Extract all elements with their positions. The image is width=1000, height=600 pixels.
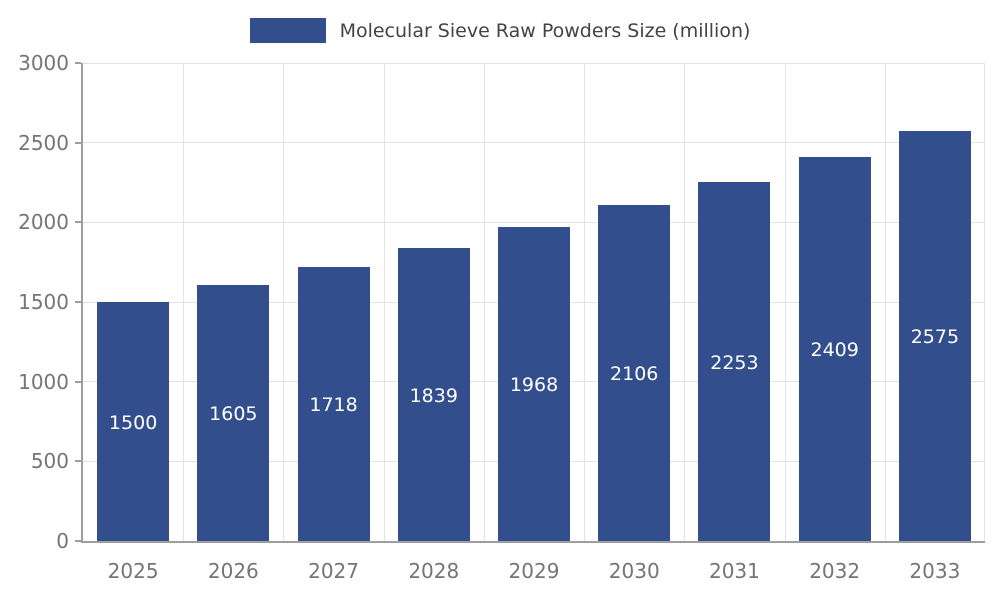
bar-value-label: 2253 (710, 351, 759, 374)
bar: 1968 (498, 227, 570, 541)
bar-value-label: 1500 (108, 411, 158, 434)
y-tick-mark (75, 221, 81, 224)
bar-value-label: 1839 (409, 384, 458, 407)
bar: 1605 (197, 285, 270, 541)
x-tick-label: 2025 (107, 559, 159, 583)
gridline-vertical (583, 63, 585, 541)
y-tick-label: 1000 (18, 369, 69, 394)
bar-value-label: 1718 (309, 394, 358, 417)
bar-value-label: 2409 (810, 339, 859, 362)
y-tick-label: 0 (56, 529, 69, 553)
bar-value-label: 2106 (610, 363, 659, 386)
y-tick-label: 500 (30, 449, 69, 474)
gridline-vertical (282, 63, 284, 541)
bar: 1718 (297, 267, 370, 541)
bar: 1839 (397, 248, 470, 541)
gridline-horizontal (83, 221, 985, 223)
gridline-vertical (784, 63, 786, 541)
y-tick-label: 2000 (18, 210, 69, 235)
bar-value-label: 1605 (209, 403, 258, 426)
y-tick-mark (75, 460, 81, 463)
legend-swatch (249, 18, 326, 43)
gridline-horizontal (83, 62, 985, 64)
legend-label: Molecular Sieve Raw Powders Size (millio… (339, 19, 751, 42)
y-tick-label: 3000 (18, 51, 69, 75)
bar-value-label: 2575 (910, 325, 960, 348)
x-axis-line (81, 541, 985, 543)
y-tick-label: 2500 (18, 130, 69, 155)
bar-value-label: 1968 (509, 374, 559, 397)
y-tick-mark (75, 141, 81, 144)
x-tick-label: 2031 (708, 559, 760, 583)
bar: 2575 (898, 130, 971, 541)
x-tick-label: 2033 (909, 559, 961, 583)
y-tick-mark (75, 301, 81, 303)
bar: 1500 (97, 302, 170, 541)
gridline-vertical (383, 63, 385, 541)
y-tick-mark (75, 540, 81, 542)
y-tick-mark (75, 62, 81, 64)
y-tick-mark (75, 380, 81, 383)
y-tick-label: 1500 (18, 290, 69, 314)
x-tick-label: 2029 (508, 559, 560, 583)
bar: 2409 (798, 157, 871, 541)
gridline-vertical (483, 63, 485, 541)
x-tick-label: 2028 (408, 559, 460, 583)
chart-legend: Molecular Sieve Raw Powders Size (millio… (0, 18, 1000, 43)
y-axis-line (81, 63, 83, 541)
x-tick-label: 2032 (809, 559, 861, 583)
x-tick-label: 2030 (608, 559, 660, 583)
x-tick-label: 2027 (308, 559, 359, 583)
gridline-vertical (683, 63, 685, 541)
gridline-vertical (984, 63, 985, 541)
gridline-vertical (182, 63, 184, 541)
gridline-horizontal (83, 142, 985, 144)
plot-area: 0 500 1000 1500 2000 2500 3000 1500 2025 1605 2026… (18, 51, 985, 583)
x-tick-label: 2026 (207, 559, 259, 583)
bar: 2106 (598, 205, 671, 541)
bar: 2253 (698, 182, 771, 541)
gridline-vertical (884, 63, 886, 541)
